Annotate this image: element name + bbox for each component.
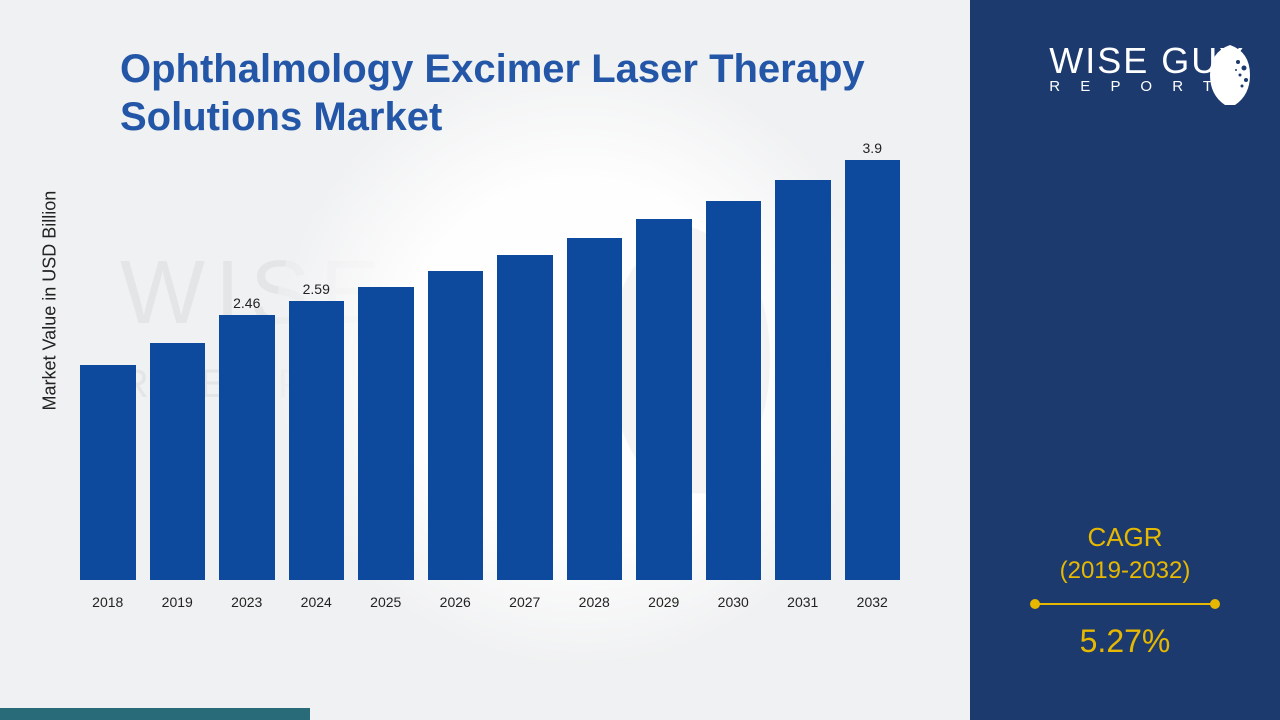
bar-group: [358, 287, 414, 580]
x-tick-label: 2019: [150, 594, 206, 610]
bar: [358, 287, 414, 580]
y-axis-label: Market Value in USD Billion: [40, 191, 61, 411]
x-axis: 2018 2019 2023 2024 2025 2026 2027 2028 2029 2030…: [80, 594, 900, 610]
x-tick-label: 2030: [706, 594, 762, 610]
main-chart-area: WISE GUY R E P O R T S Ophthalmology Exc…: [0, 0, 970, 720]
x-tick-label: 2025: [358, 594, 414, 610]
bar-group: [706, 201, 762, 580]
x-tick-label: 2032: [845, 594, 901, 610]
x-tick-label: 2029: [636, 594, 692, 610]
brand-logo: WISE GUY R E P O R T S: [1049, 40, 1250, 95]
bar: [497, 255, 553, 580]
sidebar-panel: WISE GUY R E P O R T S CAGR (2019-2032) …: [970, 0, 1280, 720]
bar: [706, 201, 762, 580]
x-tick-label: 2023: [219, 594, 275, 610]
bar-group: 3.9: [845, 140, 901, 580]
bar: [289, 301, 345, 580]
bar-group: [567, 238, 623, 580]
chart-plot-area: 2.462.593.9 2018201920232024202520262027…: [80, 160, 900, 610]
cagr-range: (2019-2032): [1010, 557, 1240, 585]
bar-group: [636, 219, 692, 580]
bar: [150, 343, 206, 580]
x-tick-label: 2026: [428, 594, 484, 610]
bar-group: [497, 255, 553, 580]
cagr-divider: [1035, 603, 1215, 605]
bar-group: 2.59: [289, 281, 345, 580]
bar: [567, 238, 623, 580]
bar: [636, 219, 692, 580]
bar-group: [80, 365, 136, 580]
cagr-title: CAGR: [1010, 522, 1240, 553]
bar-group: 2.46: [219, 295, 275, 580]
bar-group: [150, 343, 206, 580]
bottom-accent-bar: [0, 708, 310, 720]
logo-head-icon: [1200, 40, 1260, 110]
bar-group: [775, 180, 831, 580]
x-tick-label: 2024: [289, 594, 345, 610]
bar: [775, 180, 831, 580]
cagr-info-box: CAGR (2019-2032) 5.27%: [1010, 522, 1240, 660]
bar-value-label: 2.46: [233, 295, 260, 311]
chart-title: Ophthalmology Excimer Laser Therapy Solu…: [120, 45, 870, 141]
bar-value-label: 3.9: [863, 140, 882, 156]
bar-group: [428, 271, 484, 580]
bars-container: 2.462.593.9: [80, 160, 900, 580]
bar: [845, 160, 901, 580]
cagr-value: 5.27%: [1010, 623, 1240, 660]
bar: [428, 271, 484, 580]
x-tick-label: 2027: [497, 594, 553, 610]
x-tick-label: 2031: [775, 594, 831, 610]
bar-value-label: 2.59: [303, 281, 330, 297]
x-tick-label: 2018: [80, 594, 136, 610]
x-tick-label: 2028: [567, 594, 623, 610]
bar: [80, 365, 136, 580]
bar: [219, 315, 275, 580]
